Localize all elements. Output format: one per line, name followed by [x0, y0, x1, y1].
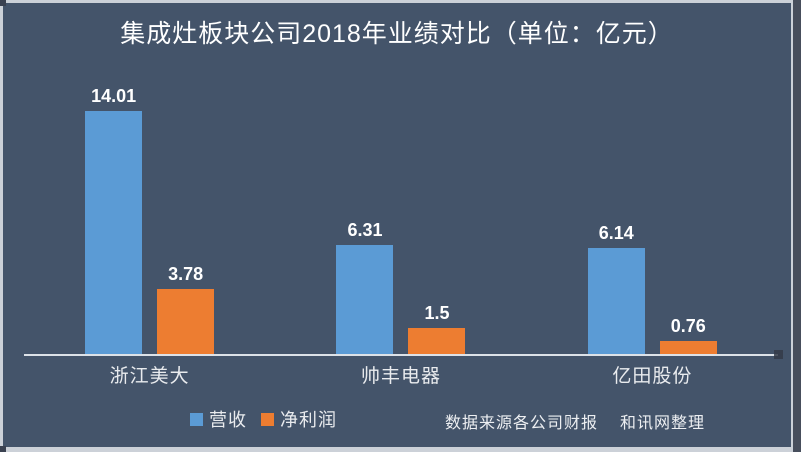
category-row: 浙江美大 帅丰电器 亿田股份 [24, 361, 778, 388]
bar-value-label: 6.14 [598, 223, 634, 243]
category-label: 亿田股份 [612, 366, 693, 387]
corner-handle-icon [0, 446, 6, 452]
bar-group-s0-c1: 6.31 [336, 220, 394, 354]
legend-swatch-icon [261, 412, 274, 426]
legend-item-0: 营收 [190, 406, 247, 432]
bar-s1-c1 [408, 328, 466, 354]
legend-item-1: 净利润 [261, 406, 337, 432]
credit-text: 和讯网整理 [620, 415, 706, 432]
legend-label: 营收 [209, 410, 247, 430]
category-label: 帅丰电器 [360, 366, 441, 387]
bar-value-label: 14.01 [91, 86, 137, 106]
bar-group-s0-c0: 14.01 [85, 86, 143, 354]
corner-handle-icon [0, 0, 6, 6]
bar-s0-c0 [85, 111, 143, 354]
bar-s0-c2 [587, 248, 645, 354]
bar-s1-c0 [157, 289, 215, 354]
bar-s1-c2 [659, 341, 717, 354]
plot-cell-0: 14.01 3.78 [24, 77, 275, 354]
bar-value-label: 1.5 [424, 303, 450, 323]
bar-group-s1-c2: 0.76 [659, 316, 717, 354]
bar-group-s0-c2: 6.14 [587, 223, 645, 354]
plot-cell-1: 6.31 1.5 [275, 77, 526, 354]
footer: 数据来源各公司财报 和讯网整理 [445, 409, 705, 433]
plot-area: 14.01 3.78 6.31 1.5 6.14 0.76 [24, 77, 778, 354]
plot-cell-2: 6.14 0.76 [527, 77, 778, 354]
x-axis-line [24, 354, 778, 356]
bar-group-s1-c0: 3.78 [157, 264, 215, 354]
chart-title: 集成灶板块公司2018年业绩对比（单位：亿元） [120, 20, 674, 48]
window-edge-strip [793, 0, 801, 452]
category-label: 浙江美大 [109, 366, 190, 387]
bar-value-label: 6.31 [347, 220, 383, 240]
bar-value-label: 3.78 [168, 264, 204, 284]
legend: 营收 净利润 [190, 406, 337, 432]
legend-swatch-icon [190, 412, 203, 426]
data-source-text: 数据来源各公司财报 [445, 415, 599, 432]
bar-value-label: 0.76 [670, 316, 706, 336]
selection-handle-icon [774, 350, 783, 359]
legend-label: 净利润 [280, 410, 337, 430]
bar-group-s1-c1: 1.5 [408, 303, 466, 354]
bar-s0-c1 [336, 245, 394, 354]
